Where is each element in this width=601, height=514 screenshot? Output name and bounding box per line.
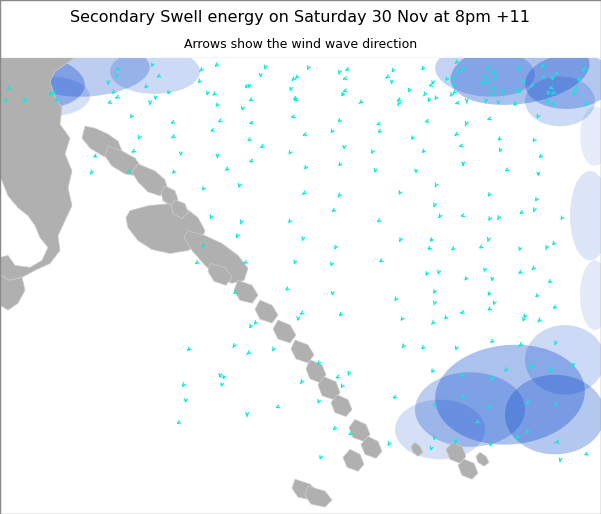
Polygon shape [82, 126, 122, 158]
Polygon shape [331, 395, 352, 416]
Polygon shape [126, 204, 205, 253]
Ellipse shape [580, 261, 601, 330]
Polygon shape [343, 449, 364, 471]
Ellipse shape [435, 46, 535, 97]
Polygon shape [318, 377, 340, 400]
Ellipse shape [451, 38, 590, 105]
Polygon shape [411, 443, 423, 456]
Polygon shape [132, 164, 168, 196]
Ellipse shape [30, 46, 150, 97]
Polygon shape [208, 263, 232, 285]
Ellipse shape [0, 54, 85, 109]
Text: Arrows show the wind wave direction: Arrows show the wind wave direction [184, 39, 417, 51]
Polygon shape [476, 452, 489, 466]
Polygon shape [292, 479, 318, 500]
Polygon shape [361, 436, 382, 458]
Ellipse shape [570, 171, 601, 261]
Polygon shape [0, 58, 75, 280]
Ellipse shape [505, 375, 601, 454]
Polygon shape [446, 443, 466, 463]
Ellipse shape [525, 77, 595, 126]
Polygon shape [291, 340, 314, 363]
Text: Secondary Swell energy on Saturday 30 Nov at 8pm +11: Secondary Swell energy on Saturday 30 No… [70, 10, 531, 25]
Polygon shape [184, 231, 248, 283]
Polygon shape [234, 280, 258, 303]
Polygon shape [0, 276, 25, 310]
Polygon shape [161, 186, 178, 206]
Polygon shape [349, 419, 370, 442]
Polygon shape [305, 486, 332, 507]
Ellipse shape [110, 49, 200, 94]
Ellipse shape [435, 345, 585, 445]
Ellipse shape [525, 325, 601, 395]
Polygon shape [273, 320, 296, 343]
Ellipse shape [580, 106, 601, 166]
Ellipse shape [10, 77, 90, 116]
Polygon shape [105, 146, 142, 176]
Ellipse shape [415, 372, 525, 447]
Polygon shape [255, 300, 278, 323]
Ellipse shape [525, 54, 601, 109]
Polygon shape [458, 460, 478, 479]
Polygon shape [171, 200, 188, 218]
Ellipse shape [395, 400, 485, 460]
Polygon shape [306, 360, 326, 383]
